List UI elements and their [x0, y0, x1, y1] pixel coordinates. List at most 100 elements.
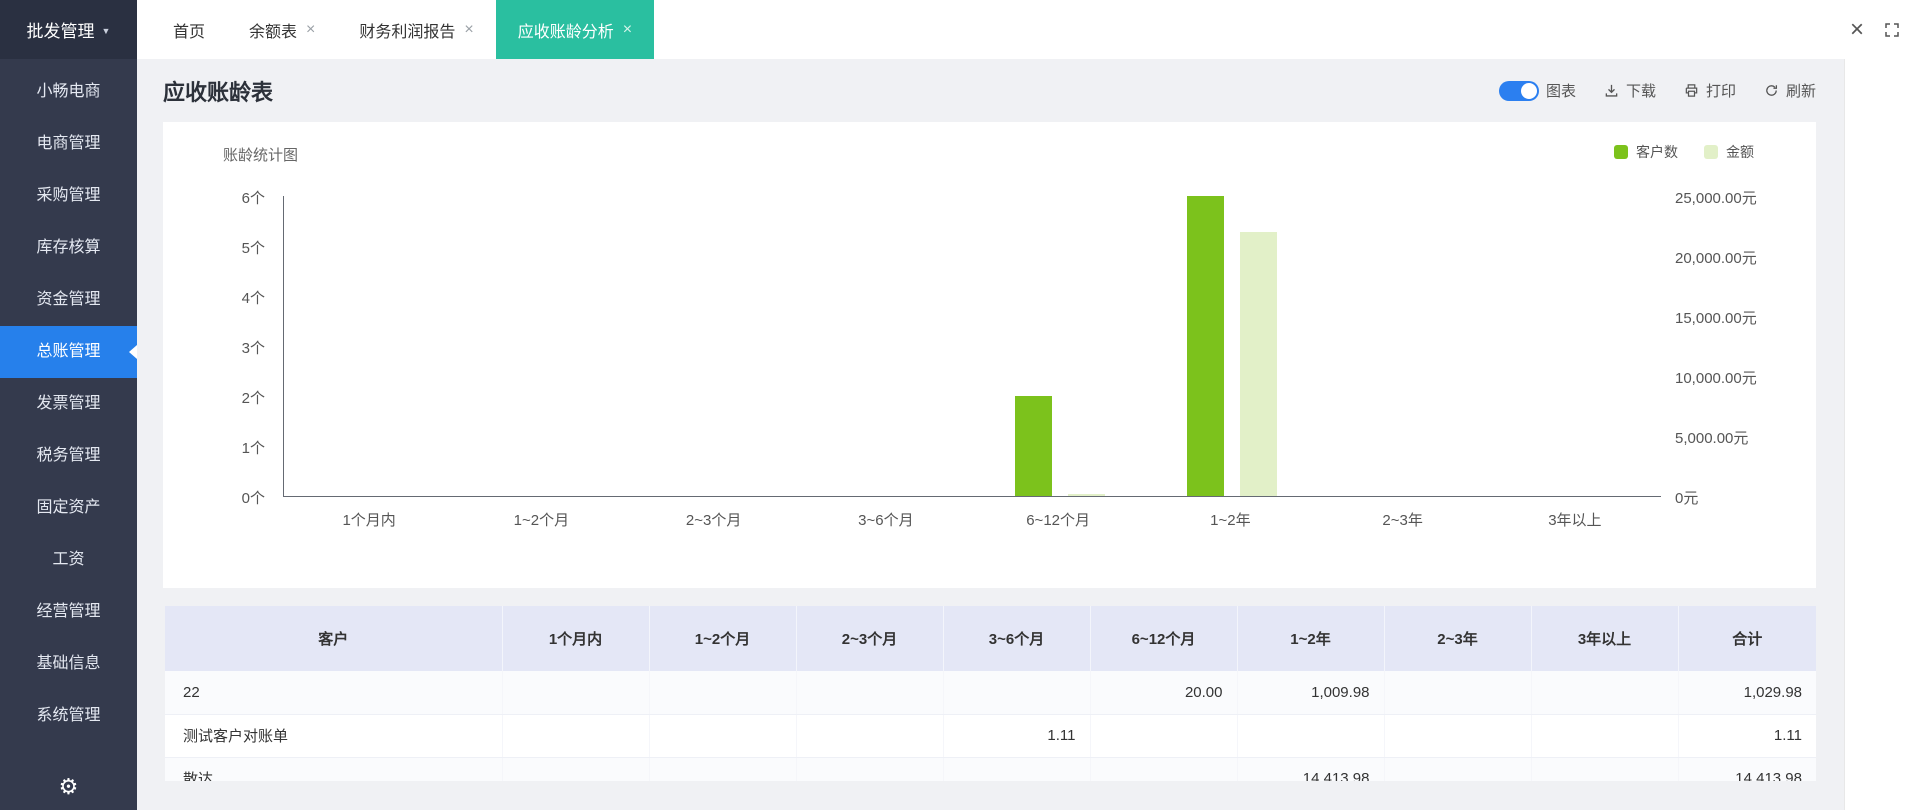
page-header: 应收账龄表 图表 下载 — [137, 59, 1844, 122]
main-area: 首页 余额表 × 财务利润报告 × 应收账龄分析 × × 应收账龄表 图表 — [137, 0, 1920, 810]
tab-2[interactable]: 余额表 × — [227, 0, 337, 59]
tab-4[interactable]: 应收账龄分析 × — [495, 0, 655, 59]
amount-cell — [796, 714, 944, 758]
content-area: 应收账龄表 图表 下载 — [137, 59, 1844, 810]
legend-swatch-icon — [1614, 145, 1628, 159]
refresh-button[interactable]: 刷新 — [1764, 80, 1816, 101]
x-axis-label: 6~12个月 — [1026, 512, 1091, 529]
x-axis-label: 2~3年 — [1382, 512, 1423, 529]
chart-plot: 0个 1个 2个 3个 4个 5个 6个 0元 5,000.00元 10,000.00元 15,00… — [163, 122, 1816, 588]
tab-close-icon[interactable]: × — [306, 20, 316, 38]
legend-swatch-icon — [1704, 145, 1718, 159]
sidebar-item-6[interactable]: 总账管理 — [0, 326, 137, 378]
table-row: 测试客户对账单 1.11 1.11 — [165, 714, 1816, 758]
table-row: 散达 14,413.98 14,413.98 — [165, 757, 1816, 781]
tab-3[interactable]: 财务利润报告 × — [337, 0, 495, 59]
y-axis-line — [283, 196, 284, 497]
amount-cell — [649, 757, 797, 781]
tab-close-icon[interactable]: × — [622, 20, 633, 38]
amount-cell — [1384, 757, 1532, 781]
toolbar: 图表 下载 打印 — [1498, 80, 1816, 101]
fullscreen-icon[interactable] — [1884, 22, 1900, 38]
sidebar-item-10[interactable]: 工资 — [52, 551, 85, 568]
sidebar-item-4[interactable]: 库存核算 — [36, 239, 101, 256]
y-axis-tick: 0个 — [241, 490, 265, 507]
download-icon — [1604, 83, 1619, 98]
column-header: 1个月内 — [502, 606, 650, 671]
customer-cell: 22 — [165, 671, 503, 715]
sidebar-item-12[interactable]: 基础信息 — [36, 655, 101, 672]
amount-cell: 1,029.98 — [1678, 671, 1816, 715]
toggle-switch-icon[interactable] — [1498, 80, 1539, 101]
amount-cell: 20.00 — [1090, 671, 1238, 715]
sidebar-item-7[interactable]: 发票管理 — [36, 395, 101, 412]
close-icon[interactable]: × — [1849, 15, 1864, 43]
amount-cell — [1384, 671, 1532, 715]
sidebar-item-11[interactable]: 经营管理 — [36, 603, 101, 620]
sidebar-footer: ⚙ — [0, 764, 137, 810]
sidebar-menu: 小畅电商电商管理采购管理库存核算资金管理总账管理发票管理税务管理固定资产工资经营… — [0, 59, 137, 764]
tab-label: 首页 — [173, 23, 206, 41]
tab-label: 财务利润报告 — [359, 23, 456, 41]
download-button[interactable]: 下载 — [1604, 80, 1656, 101]
tab-1[interactable]: 首页 — [151, 0, 227, 59]
amount-cell — [1237, 714, 1385, 758]
body-row: 应收账龄表 图表 下载 — [137, 59, 1920, 810]
table-row: 22 20.00 1,009.98 1,029.98 — [165, 671, 1816, 715]
amount-cell — [1090, 757, 1238, 781]
amount-cell — [502, 757, 650, 781]
x-axis-line — [283, 496, 1661, 497]
y-axis-tick: 2个 — [241, 390, 265, 407]
sidebar-item-5[interactable]: 资金管理 — [36, 291, 101, 308]
column-header: 1~2年 — [1237, 606, 1385, 671]
amount-cell — [943, 671, 1091, 715]
amount-cell — [1531, 714, 1679, 758]
sidebar-item-1[interactable]: 小畅电商 — [36, 83, 101, 100]
sidebar-item-9[interactable]: 固定资产 — [36, 499, 101, 516]
column-header: 2~3年 — [1384, 606, 1532, 671]
right-gutter — [1844, 59, 1920, 810]
tab-bar: 首页 余额表 × 财务利润报告 × 应收账龄分析 × × — [137, 0, 1920, 59]
x-axis-label: 1~2年 — [1210, 512, 1251, 529]
x-axis-label: 1个月内 — [342, 512, 396, 529]
caret-down-icon: ▼ — [101, 25, 111, 36]
gear-icon[interactable]: ⚙ — [58, 774, 79, 799]
amount-cell: 1.11 — [1678, 714, 1816, 758]
bar-amount — [1240, 232, 1278, 496]
x-axis-label: 3~6个月 — [858, 512, 914, 529]
sidebar-item-3[interactable]: 采购管理 — [36, 187, 101, 204]
chart-card: 账龄统计图 客户数 金额 0个 1个 2个 3个 4个 5个 6个 0元 5,000.00元 10,… — [163, 122, 1816, 588]
aging-table: 客户 1个月内 1~2个月 2~3个月 3~6个月 6~12个月 1~2年 2~3年 3年以上合… — [165, 606, 1816, 781]
chart-toggle[interactable]: 图表 — [1498, 80, 1576, 101]
legend-item-金额[interactable]: 金额 — [1704, 142, 1754, 162]
sidebar-item-2[interactable]: 电商管理 — [36, 135, 101, 152]
refresh-label: 刷新 — [1785, 83, 1816, 100]
amount-cell — [1531, 671, 1679, 715]
print-button[interactable]: 打印 — [1684, 80, 1736, 101]
y-axis-tick: 3个 — [241, 340, 265, 357]
amount-cell — [1531, 757, 1679, 781]
chart-toggle-label: 图表 — [1545, 83, 1576, 100]
legend-item-客户数[interactable]: 客户数 — [1614, 142, 1678, 162]
y2-axis-tick: 20,000.00元 — [1675, 250, 1757, 267]
table-card: 客户 1个月内 1~2个月 2~3个月 3~6个月 6~12个月 1~2年 2~3年 3年以上合… — [165, 606, 1816, 781]
y2-axis-tick: 15,000.00元 — [1675, 310, 1757, 327]
amount-cell — [796, 671, 944, 715]
printer-icon — [1684, 83, 1699, 98]
column-header: 2~3个月 — [796, 606, 944, 671]
tab-close-icon[interactable]: × — [464, 20, 474, 38]
legend-label: 金额 — [1726, 144, 1754, 160]
page-title: 应收账龄表 — [163, 79, 274, 105]
module-switcher[interactable]: 批发管理 ▼ — [0, 0, 137, 59]
sidebar-item-13[interactable]: 系统管理 — [36, 707, 101, 724]
amount-cell: 14,413.98 — [1678, 757, 1816, 781]
y2-axis-tick: 25,000.00元 — [1675, 190, 1757, 207]
tab-label: 应收账龄分析 — [517, 23, 614, 41]
bar-amount — [1068, 494, 1106, 496]
sidebar-item-8[interactable]: 税务管理 — [36, 447, 101, 464]
table-header-row: 客户 1个月内 1~2个月 2~3个月 3~6个月 6~12个月 1~2年 2~3年 3年以上合… — [165, 606, 1816, 671]
y-axis-tick: 6个 — [241, 190, 265, 207]
amount-cell — [796, 757, 944, 781]
y2-axis-tick: 10,000.00元 — [1675, 370, 1757, 387]
column-header: 1~2个月 — [649, 606, 797, 671]
